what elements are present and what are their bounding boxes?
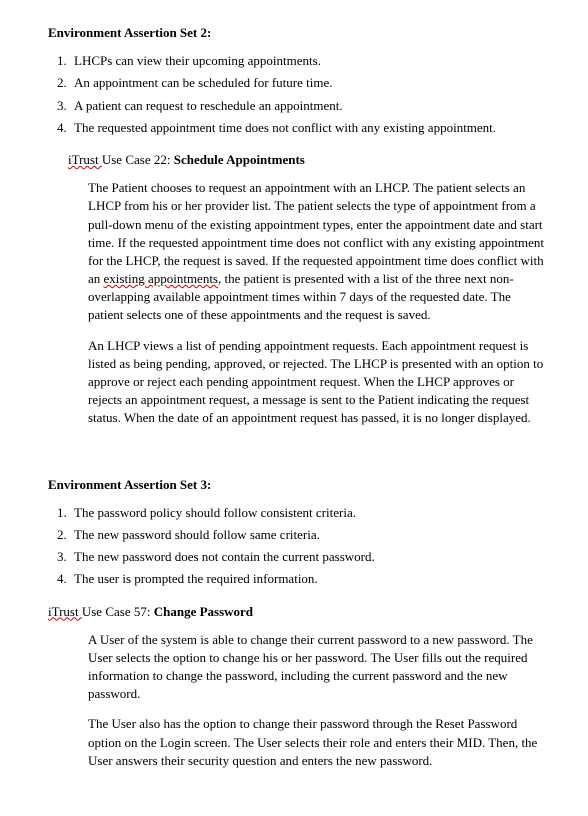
spellcheck-squiggle: iTrust	[68, 152, 102, 167]
list-item: The password policy should follow consis…	[70, 504, 548, 522]
list-item: The new password should follow same crit…	[70, 526, 548, 544]
list-item: A patient can request to reschedule an a…	[70, 97, 548, 115]
usecase57-heading: iTrust Use Case 57: Change Password	[48, 603, 548, 621]
usecase-title: Change Password	[154, 604, 253, 619]
usecase22-body: The Patient chooses to request an appoin…	[88, 179, 548, 427]
paragraph: The Patient chooses to request an appoin…	[88, 179, 548, 325]
usecase-title: Schedule Appointments	[174, 152, 305, 167]
list-item: The requested appointment time does not …	[70, 119, 548, 137]
usecase22-heading: iTrust Use Case 22: Schedule Appointment…	[68, 151, 548, 169]
set2-title: Environment Assertion Set 2:	[48, 24, 548, 42]
paragraph: A User of the system is able to change t…	[88, 631, 548, 704]
spellcheck-squiggle: existing appointments	[104, 271, 218, 286]
set3-title: Environment Assertion Set 3:	[48, 476, 548, 494]
list-item: The new password does not contain the cu…	[70, 548, 548, 566]
usecase57-body: A User of the system is able to change t…	[88, 631, 548, 770]
paragraph: An LHCP views a list of pending appointm…	[88, 337, 548, 428]
set2-list: LHCPs can view their upcoming appointmen…	[48, 52, 548, 137]
list-item: The user is prompted the required inform…	[70, 570, 548, 588]
spacer	[48, 446, 548, 476]
spellcheck-squiggle: iTrust	[48, 604, 82, 619]
list-item: LHCPs can view their upcoming appointmen…	[70, 52, 548, 70]
list-item: An appointment can be scheduled for futu…	[70, 74, 548, 92]
set3-list: The password policy should follow consis…	[48, 504, 548, 589]
paragraph: The User also has the option to change t…	[88, 715, 548, 770]
usecase-number: Use Case 22:	[102, 152, 174, 167]
usecase-number: Use Case 57:	[82, 604, 154, 619]
